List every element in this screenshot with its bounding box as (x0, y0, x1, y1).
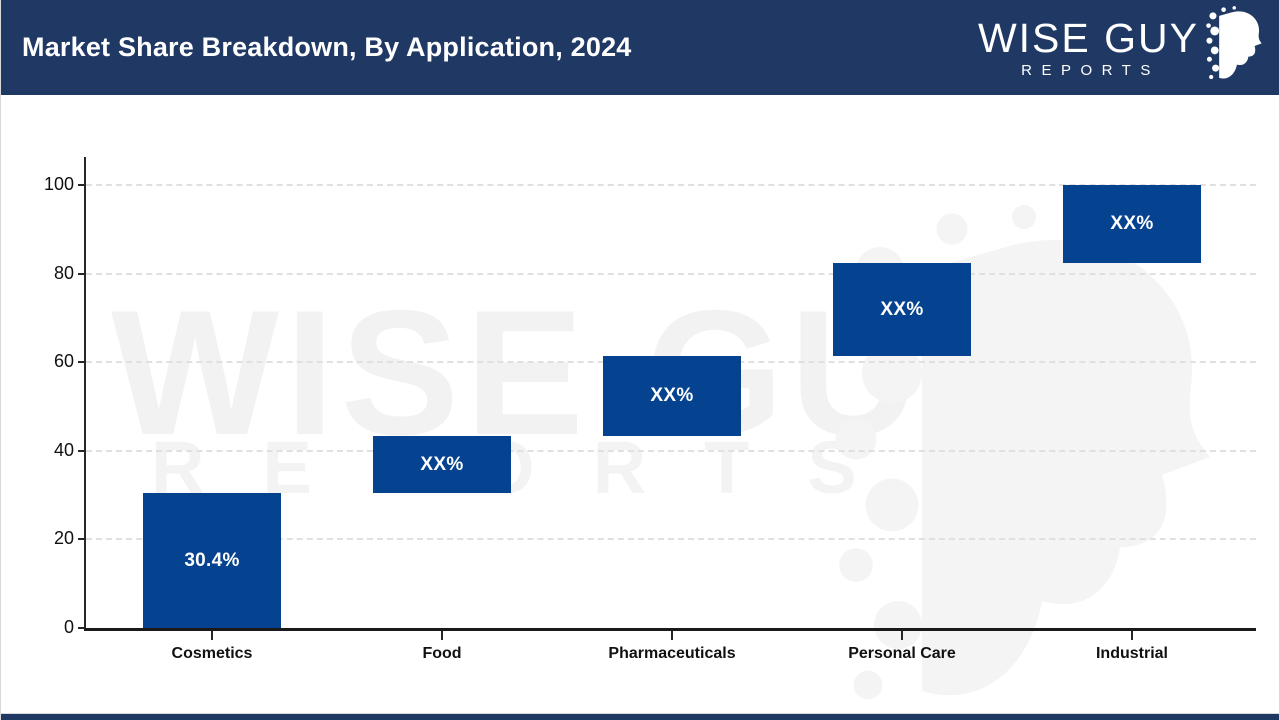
x-axis-line (84, 628, 1256, 631)
gridline-y-80 (86, 272, 1256, 275)
brand-subname: REPORTS (1021, 61, 1160, 79)
x-axis-tick (1131, 631, 1133, 640)
y-axis-tick-label: 100 (43, 174, 74, 194)
x-axis-tick (671, 631, 673, 640)
brand-name: WISE GUY (977, 14, 1199, 61)
bar-value-label: XX% (1110, 213, 1154, 235)
y-axis-tick-label: 80 (53, 262, 74, 283)
y-axis-tick-label: 60 (53, 351, 74, 372)
y-axis-tick-label: 0 (63, 617, 74, 637)
bar-personal-care: XX% (833, 263, 971, 356)
watermark-dotted-head-profile-icon (821, 205, 1251, 713)
x-axis-category-label: Industrial (1095, 645, 1168, 662)
y-axis-tick (78, 361, 86, 364)
y-axis-tick (78, 449, 86, 452)
x-axis-tick (441, 631, 443, 640)
bar-value-label: XX% (420, 453, 464, 475)
bar-value-label: XX% (880, 298, 924, 320)
y-axis-line (84, 157, 86, 631)
y-axis-tick-label: 40 (53, 439, 74, 460)
x-axis-category-label: Food (422, 645, 462, 662)
bar-pharmaceuticals: XX% (603, 355, 741, 436)
x-axis-tick (901, 631, 903, 640)
bar-cosmetics: 30.4% (143, 493, 281, 628)
gridline-y-20 (86, 538, 1256, 541)
x-axis-category-label: Cosmetics (171, 645, 253, 662)
y-axis-tick (78, 538, 86, 541)
header-bar: Market Share Breakdown, By Application, … (1, 0, 1279, 95)
dotted-head-profile-icon (1205, 5, 1267, 92)
bar-value-label: 30.4% (184, 549, 240, 571)
chart-title: Market Share Breakdown, By Application, … (22, 32, 632, 62)
footer-strip (1, 713, 1279, 720)
chart-area: WISE GUY REPORTS 0 20 40 60 80 100 30.4% Cosmet… (1, 95, 1279, 713)
gridline-y-40 (86, 449, 1256, 452)
y-axis-tick (78, 272, 86, 275)
y-axis-tick (78, 627, 86, 629)
bar-industrial: XX% (1063, 185, 1201, 264)
brand-logo: WISE GUY REPORTS (977, 5, 1267, 92)
brand-logo-text: WISE GUY REPORTS (977, 14, 1199, 79)
bar-food: XX% (373, 435, 511, 494)
bar-value-label: XX% (650, 384, 694, 406)
y-axis-tick-label: 20 (53, 528, 74, 549)
y-axis-tick (78, 184, 86, 186)
gridline-y-100 (86, 184, 1256, 186)
x-axis-tick (211, 631, 213, 640)
x-axis-category-label: Personal Care (848, 645, 956, 662)
x-axis-category-label: Pharmaceuticals (608, 645, 736, 662)
